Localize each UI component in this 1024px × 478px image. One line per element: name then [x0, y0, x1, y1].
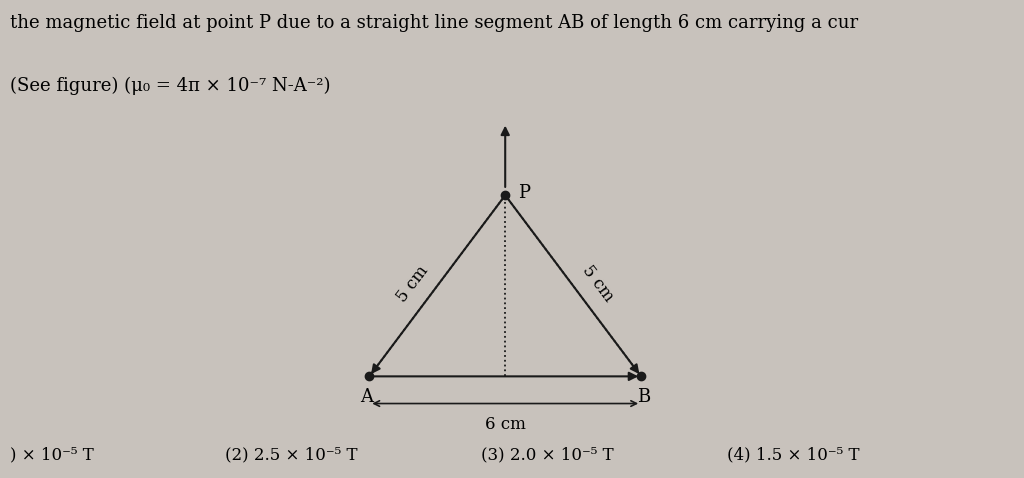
Text: the magnetic field at point P due to a straight line segment AB of length 6 cm c: the magnetic field at point P due to a s… — [10, 14, 858, 33]
Text: A: A — [360, 388, 374, 406]
Text: B: B — [637, 388, 650, 406]
Text: P: P — [518, 184, 529, 202]
Text: (2) 2.5 × 10⁻⁵ T: (2) 2.5 × 10⁻⁵ T — [225, 446, 357, 464]
Text: (3) 2.0 × 10⁻⁵ T: (3) 2.0 × 10⁻⁵ T — [481, 446, 614, 464]
Text: 5 cm: 5 cm — [579, 262, 617, 305]
Text: 5 cm: 5 cm — [393, 262, 431, 305]
Text: 6 cm: 6 cm — [484, 416, 525, 433]
Text: (4) 1.5 × 10⁻⁵ T: (4) 1.5 × 10⁻⁵ T — [727, 446, 859, 464]
Text: (See figure) (μ₀ = 4π × 10⁻⁷ N-A⁻²): (See figure) (μ₀ = 4π × 10⁻⁷ N-A⁻²) — [10, 76, 331, 95]
Text: ) × 10⁻⁵ T: ) × 10⁻⁵ T — [10, 446, 94, 464]
